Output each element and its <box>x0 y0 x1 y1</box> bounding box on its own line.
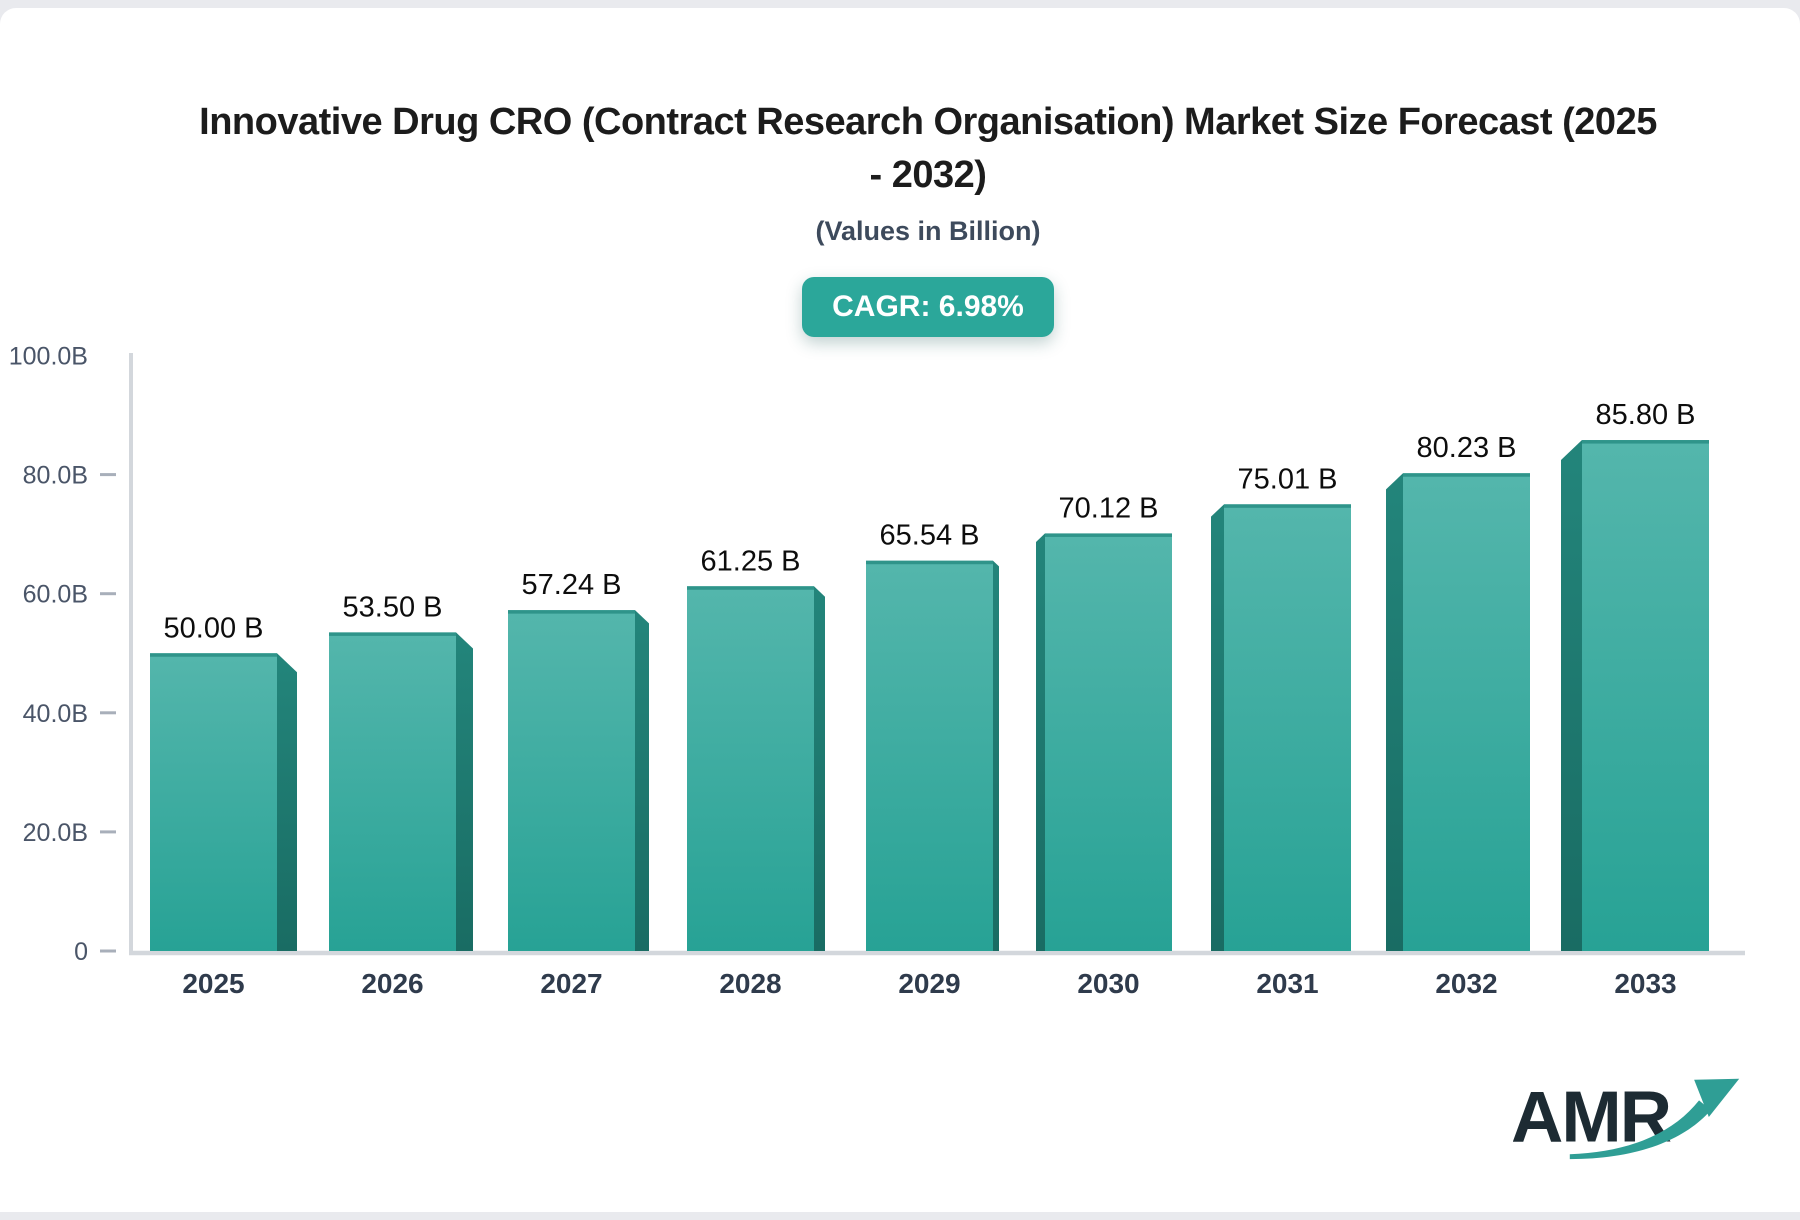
bar-2032 <box>1403 473 1530 951</box>
bar-top-edge-2028 <box>687 586 814 590</box>
bar-top-edge-2031 <box>1224 504 1351 508</box>
logo-arrow-head-icon <box>1694 1078 1740 1117</box>
chart-header: Innovative Drug CRO (Contract Research O… <box>56 96 1800 337</box>
bar-top-edge-2030 <box>1045 533 1172 537</box>
bar-2033 <box>1582 440 1709 951</box>
value-label-2033: 85.80 B <box>1596 399 1696 431</box>
bar-side-2033 <box>1561 440 1582 951</box>
bar-side-2030 <box>1036 533 1045 951</box>
bar-group-2028: 61.25 B 2028 <box>687 545 825 999</box>
value-label-2026: 53.50 B <box>343 591 443 623</box>
bar-side-2025 <box>277 653 297 951</box>
chart-subtitle: (Values in Billion) <box>815 216 1041 246</box>
bar-side-2028 <box>814 586 825 951</box>
bar-side-2027 <box>635 610 649 951</box>
logo-arrow-swoosh-icon <box>1569 1100 1711 1160</box>
x-axis-label-2029: 2029 <box>898 968 960 999</box>
bar-top-edge-2029 <box>866 560 993 565</box>
bar-group-2031: 75.01 B 2031 <box>1211 463 1351 999</box>
y-axis-label-0: 0 <box>74 938 88 966</box>
value-label-2030: 70.12 B <box>1059 492 1159 524</box>
x-axis-label-2027: 2027 <box>540 968 602 999</box>
bar-group-2033: 85.80 B 2033 <box>1561 399 1709 999</box>
chart-title-line1: Innovative Drug CRO (Contract Research O… <box>199 101 1657 143</box>
bar-2031 <box>1224 504 1351 951</box>
value-label-2025: 50.00 B <box>164 612 264 644</box>
y-axis-label-60.0B: 60.0B <box>23 581 88 609</box>
x-axis-label-2025: 2025 <box>182 968 244 999</box>
x-axis-label-2026: 2026 <box>361 968 423 999</box>
bar-group-2032: 80.23 B 2032 <box>1386 432 1530 999</box>
bar-group-2030: 70.12 B 2030 <box>1036 492 1172 999</box>
chart-card: Innovative Drug CRO (Contract Research O… <box>0 8 1800 1212</box>
bar-2028 <box>687 586 814 951</box>
amr-logo: AMR <box>1511 1066 1748 1166</box>
bar-top-edge-2027 <box>508 610 635 614</box>
bar-top-edge-2026 <box>329 632 456 636</box>
bar-2029 <box>866 560 993 951</box>
bar-2027 <box>508 610 635 951</box>
bar-chart: 0 20.0B 40.0B 60.0B 80.0B 100.0B 50.00 B 2025 53… <box>9 343 1745 999</box>
bar-side-2032 <box>1386 473 1403 951</box>
x-axis-label-2030: 2030 <box>1077 968 1139 999</box>
cagr-badge: CAGR: 6.98% <box>802 277 1054 337</box>
bar-2025 <box>150 653 277 951</box>
bar-side-2026 <box>456 632 473 951</box>
y-axis-label-80.0B: 80.0B <box>23 462 88 490</box>
bar-top-edge-2032 <box>1403 473 1530 477</box>
bar-group-2027: 57.24 B 2027 <box>508 569 649 999</box>
bar-group-2029: 65.54 B 2029 <box>866 520 999 999</box>
y-axis-label-40.0B: 40.0B <box>23 700 88 728</box>
chart-title: Innovative Drug CRO (Contract Research O… <box>56 96 1800 202</box>
bar-side-2029 <box>993 560 999 951</box>
bar-top-edge-2025 <box>150 653 277 657</box>
amr-logo-graphic: AMR <box>1511 1076 1740 1160</box>
x-axis-label-2031: 2031 <box>1256 968 1318 999</box>
bar-2026 <box>329 632 456 951</box>
bar-2030 <box>1045 533 1172 951</box>
value-label-2028: 61.25 B <box>701 545 801 577</box>
x-axis-label-2032: 2032 <box>1435 968 1497 999</box>
value-label-2027: 57.24 B <box>522 569 622 601</box>
value-label-2032: 80.23 B <box>1417 432 1517 464</box>
bar-top-edge-2033 <box>1582 440 1709 444</box>
value-label-2029: 65.54 B <box>880 520 980 552</box>
bar-group-2025: 50.00 B 2025 <box>150 612 297 999</box>
x-axis-label-2033: 2033 <box>1614 968 1676 999</box>
y-axis-label-20.0B: 20.0B <box>23 819 88 847</box>
y-axis-label-100.0B: 100.0B <box>9 343 88 371</box>
bar-side-2031 <box>1211 504 1224 951</box>
x-axis-label-2028: 2028 <box>719 968 781 999</box>
chart-title-line2: - 2032) <box>869 154 987 196</box>
value-label-2031: 75.01 B <box>1238 463 1338 495</box>
bar-group-2026: 53.50 B 2026 <box>329 591 473 999</box>
